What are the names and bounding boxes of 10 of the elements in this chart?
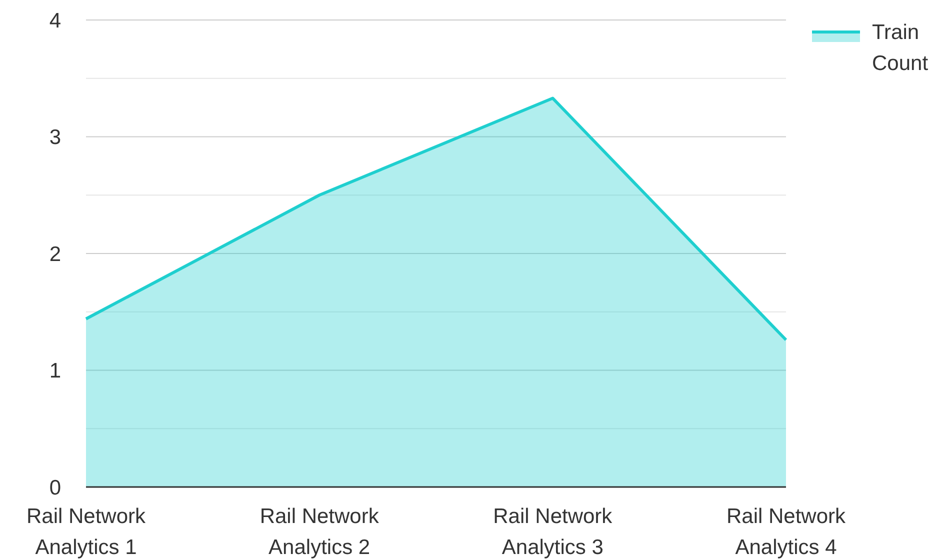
- y-tick-label: 4: [49, 9, 62, 32]
- y-tick-label: 2: [49, 242, 61, 266]
- x-tick-label: Rail Network Analytics 3: [493, 505, 613, 559]
- x-tick-label: Rail Network Analytics 4: [726, 505, 846, 559]
- legend-label: Train Count: [872, 21, 928, 75]
- y-tick-label: 0: [49, 476, 61, 500]
- x-tick-label: Rail Network Analytics 1: [26, 505, 146, 559]
- y-tick-label: 1: [49, 360, 61, 383]
- x-tick-label: Rail Network Analytics 2: [260, 505, 380, 559]
- y-tick-label: 3: [49, 126, 61, 150]
